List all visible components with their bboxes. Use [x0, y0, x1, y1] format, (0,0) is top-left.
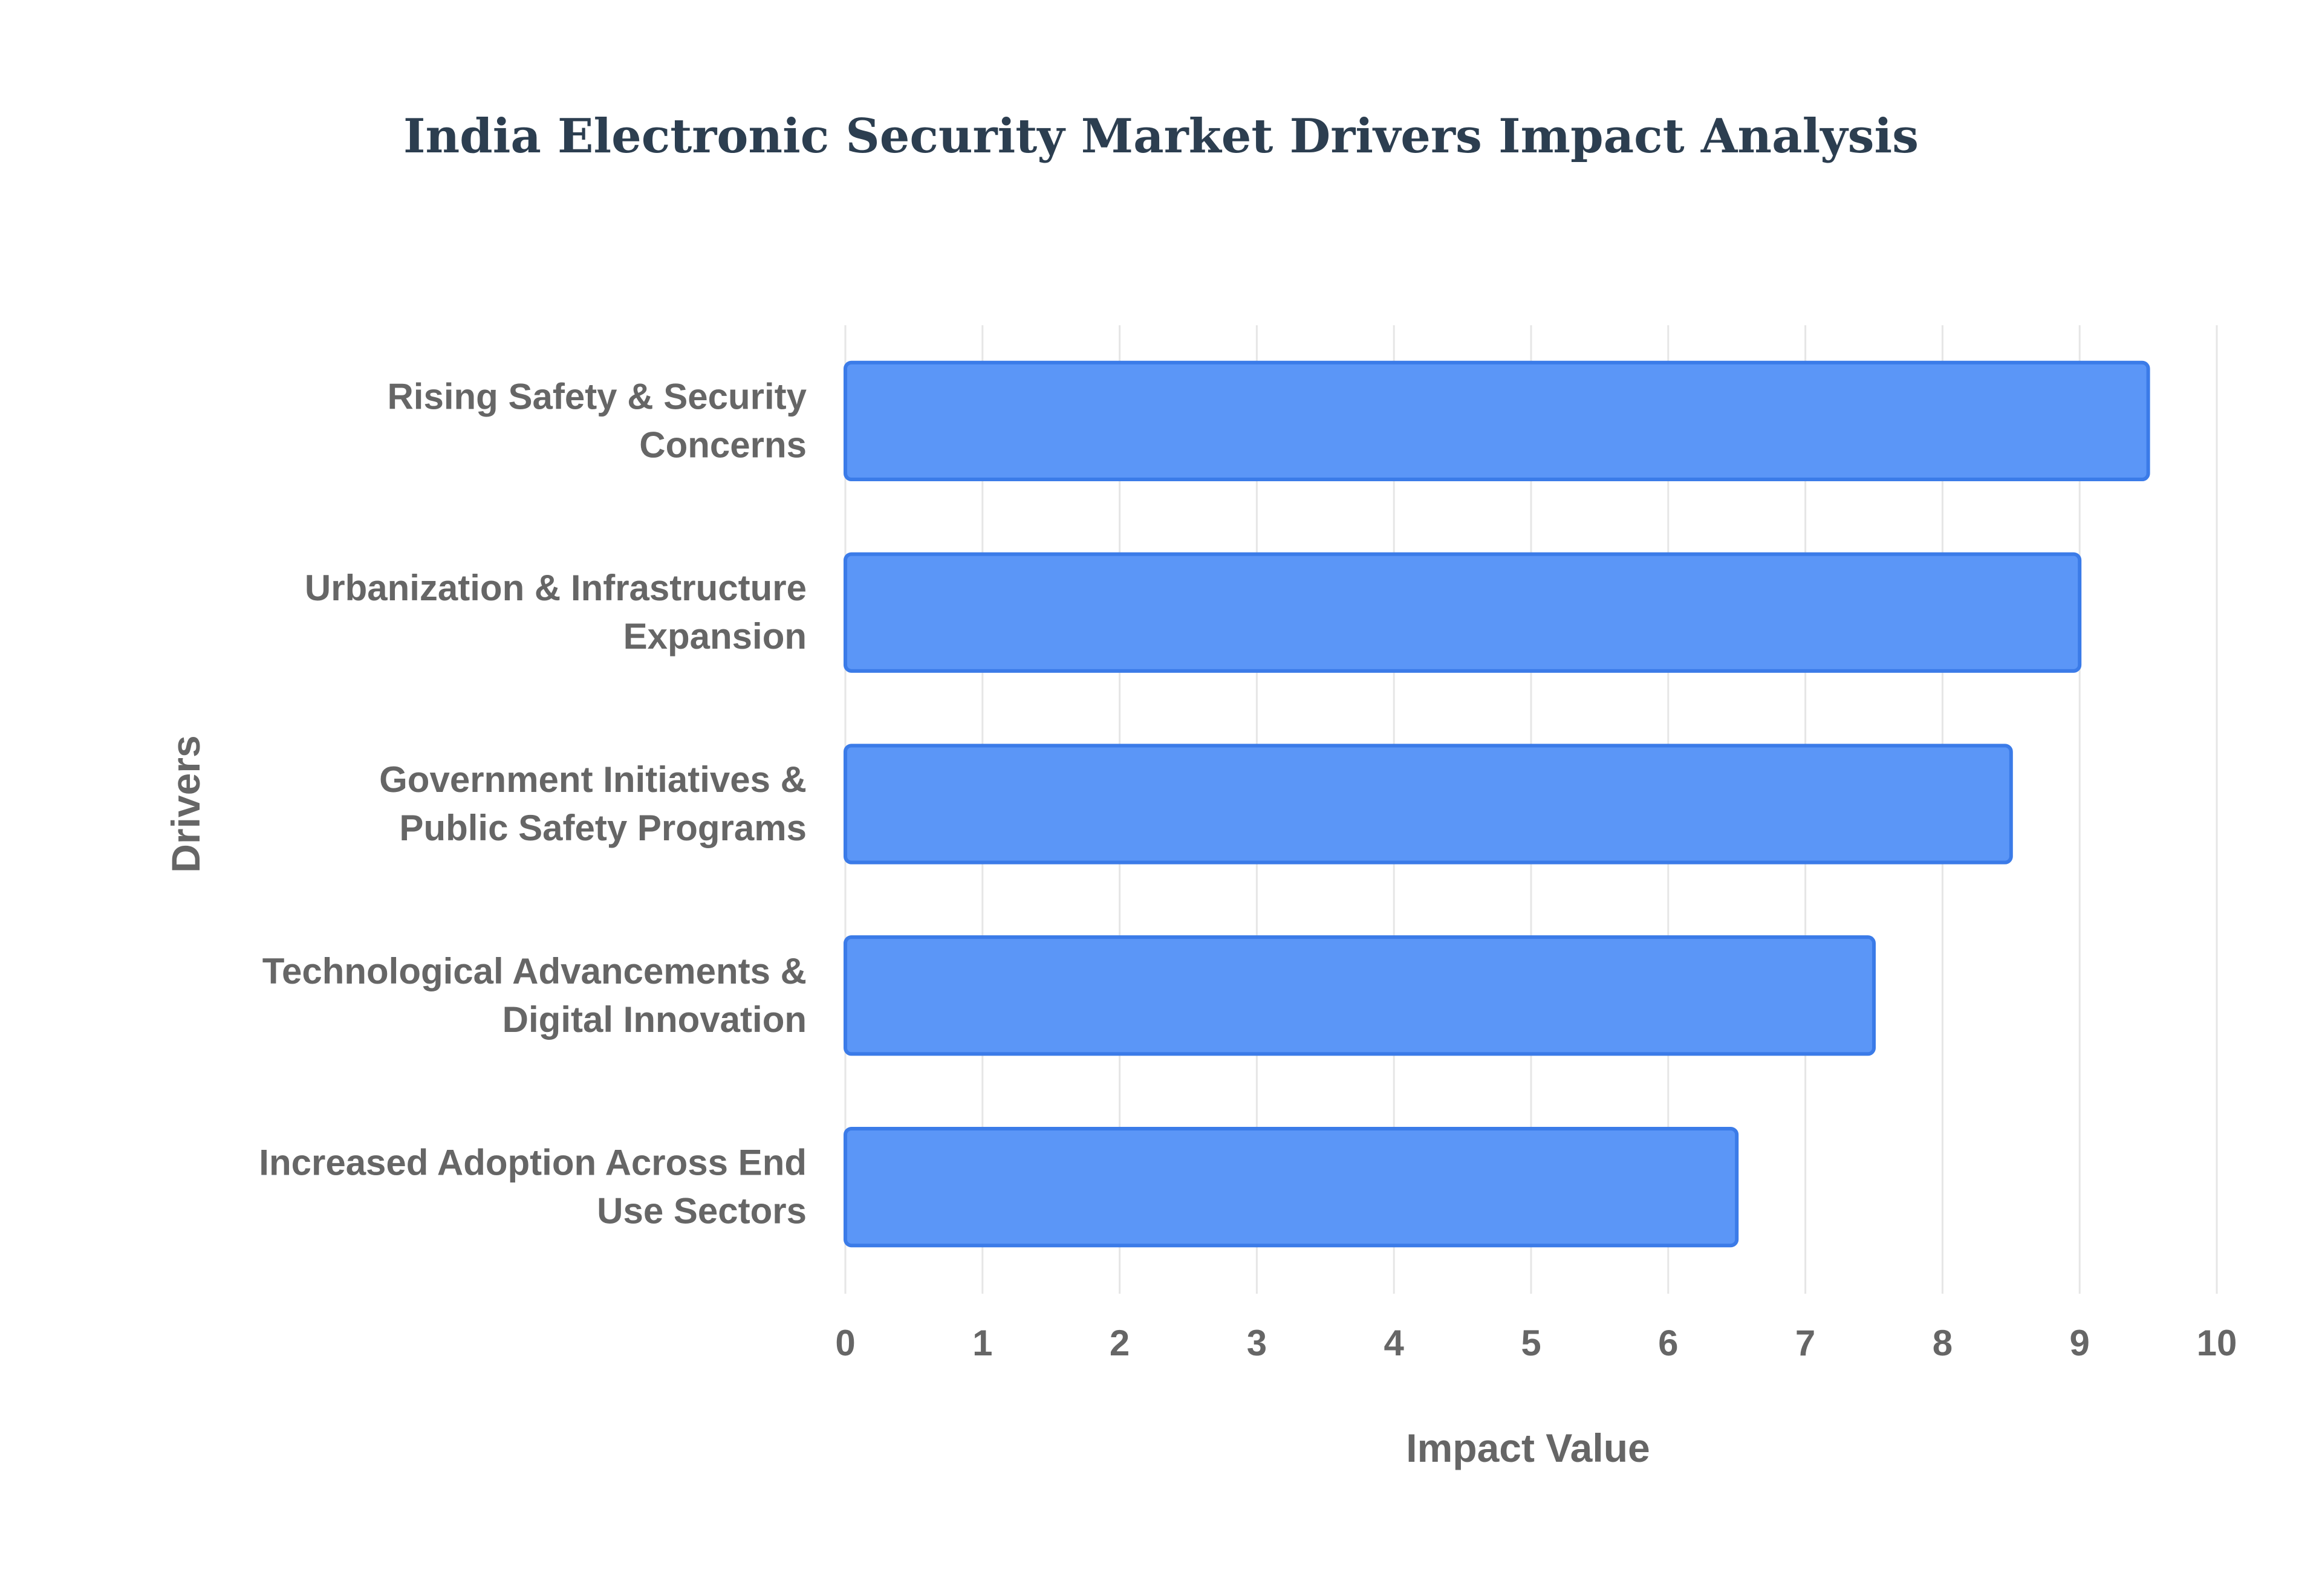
y-category-label-line: Increased Adoption Across End [259, 1143, 807, 1183]
y-category-labels: Rising Safety & Security Concerns Urbaniza… [259, 376, 807, 1231]
y-category-label: Increased Adoption Across End Use Sectors [259, 1143, 807, 1231]
y-category-label-line: Urbanization & Infrastructure [305, 568, 807, 608]
y-axis-title: Drivers [163, 735, 208, 873]
x-tick-label: 0 [835, 1323, 855, 1363]
bar [844, 360, 2150, 482]
y-category-label: Government Initiatives & Public Safety Pr… [379, 759, 807, 848]
x-tick-label: 5 [1521, 1323, 1541, 1363]
x-tick-label: 2 [1110, 1323, 1130, 1363]
bar [844, 935, 1876, 1056]
x-tick-label: 9 [2070, 1323, 2090, 1363]
y-category-label-line: Use Sectors [597, 1191, 807, 1231]
x-tick-labels: 0 1 2 3 4 5 6 7 8 9 10 [835, 1323, 2237, 1363]
y-category-label-line: Technological Advancements & [262, 951, 807, 991]
x-tick-label: 1 [972, 1323, 992, 1363]
bar [844, 744, 2013, 864]
x-tick-label: 7 [1795, 1323, 1815, 1363]
y-category-label-line: Expansion [623, 616, 807, 657]
chart-title: India Electronic Security Market Drivers… [403, 109, 1919, 164]
y-category-label: Technological Advancements & Digital Inno… [262, 951, 807, 1040]
y-category-label-line: Government Initiatives & [379, 759, 807, 800]
x-tick-label: 10 [2197, 1323, 2237, 1363]
bar-layer [844, 360, 2150, 1248]
x-axis-title: Impact Value [1406, 1426, 1650, 1470]
bar [844, 1126, 1739, 1248]
x-tick-label: 4 [1384, 1323, 1405, 1363]
x-tick-label: 3 [1247, 1323, 1267, 1363]
x-tick-label: 8 [1933, 1323, 1953, 1363]
y-category-label-line: Concerns [639, 424, 807, 465]
y-category-label-line: Rising Safety & Security [387, 376, 807, 417]
x-tick-label: 6 [1658, 1323, 1678, 1363]
y-category-label-line: Public Safety Programs [399, 808, 807, 848]
y-category-label: Rising Safety & Security Concerns [387, 376, 807, 465]
bar [844, 552, 2082, 673]
y-category-label: Urbanization & Infrastructure Expansion [305, 568, 807, 657]
y-category-label-line: Digital Innovation [502, 999, 807, 1040]
